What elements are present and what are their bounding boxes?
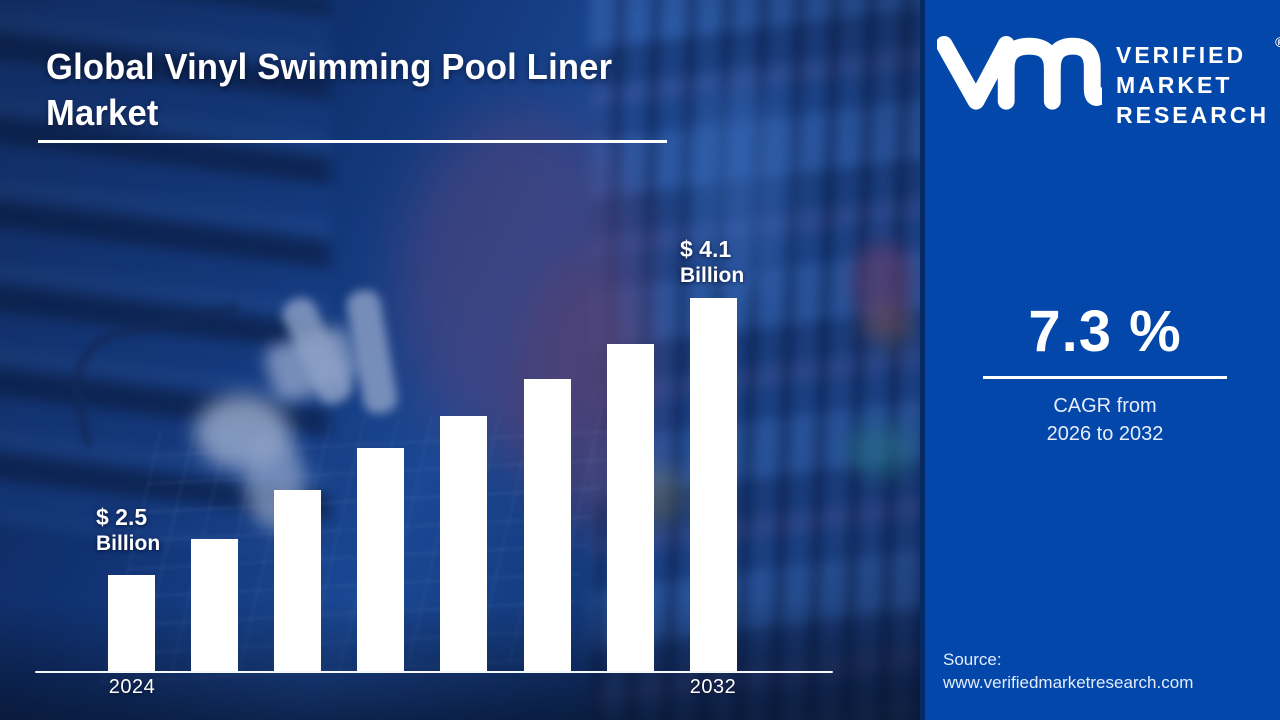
source-url[interactable]: www.verifiedmarketresearch.com	[943, 673, 1194, 692]
x-axis-label-2024: 2024	[108, 676, 156, 698]
page-title: Global Vinyl Swimming Pool Liner Market	[46, 46, 613, 133]
title-underline	[38, 140, 667, 143]
vmr-logo: VERIFIED MARKET RESEARCH ®	[937, 28, 1280, 130]
bar-2032	[690, 298, 737, 671]
bar-year-3	[357, 448, 404, 671]
bar-year-6	[607, 344, 654, 671]
registered-trademark-symbol: ®	[1275, 34, 1280, 50]
logo-line-market: MARKET	[1116, 72, 1233, 98]
bar-value-label-2032: $ 4.1 Billion	[680, 236, 745, 287]
x-axis-label-2032: 2032	[689, 676, 737, 698]
cagr-caption-line1: CAGR from	[1053, 395, 1157, 417]
info-panel: VERIFIED MARKET RESEARCH ® 7.3 % CAGR fr…	[920, 0, 1280, 720]
cagr-caption: CAGR from 2026 to 2032	[950, 392, 1260, 448]
bar-year-1	[191, 539, 238, 671]
source-attribution: Source: www.verifiedmarketresearch.com	[943, 648, 1193, 694]
bar-2024	[108, 575, 155, 671]
cagr-stat: 7.3 % CAGR from 2026 to 2032	[950, 302, 1260, 448]
source-label: Source:	[943, 650, 1002, 669]
bar-year-5	[524, 379, 571, 671]
vmr-logo-wordmark: VERIFIED MARKET RESEARCH	[1116, 40, 1269, 130]
logo-line-research: RESEARCH	[1116, 102, 1270, 128]
bar-value-label-2024: $ 2.5 Billion	[96, 504, 161, 555]
vmr-monogram-icon	[937, 35, 1102, 110]
x-axis-line	[35, 671, 833, 673]
cagr-caption-line2: 2026 to 2032	[1046, 423, 1164, 445]
cagr-value: 7.3 %	[1028, 299, 1182, 364]
store-photo-section: Global Vinyl Swimming Pool Liner Market …	[0, 0, 920, 720]
logo-line-verified: VERIFIED	[1116, 42, 1247, 68]
bar-year-4	[440, 416, 487, 671]
cagr-underline	[983, 376, 1227, 379]
bar-year-2	[274, 490, 321, 671]
